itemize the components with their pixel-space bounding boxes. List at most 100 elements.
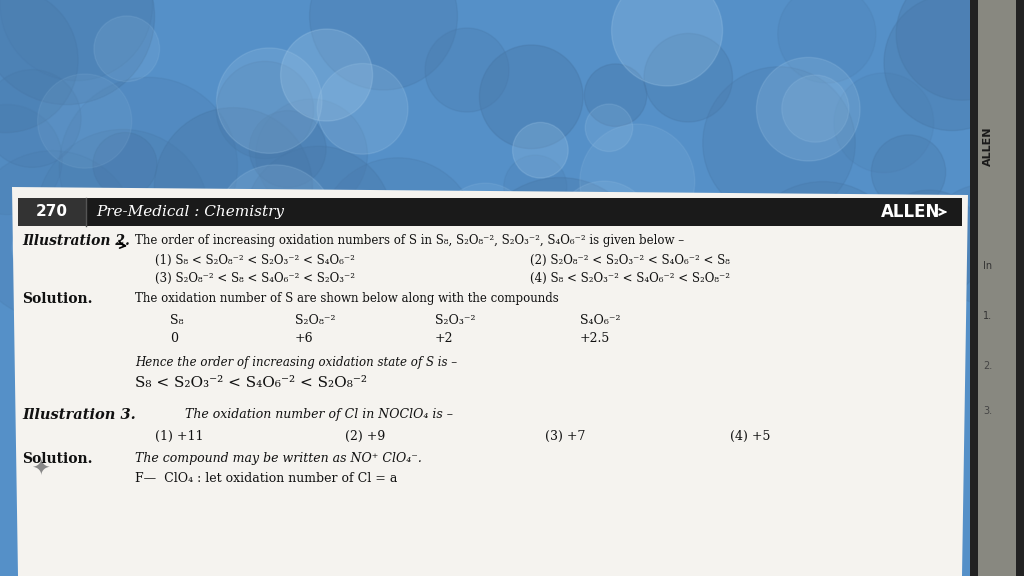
Circle shape: [216, 165, 335, 283]
Text: (3) S₂O₈⁻² < S₈ < S₄O₆⁻² < S₂O₃⁻²: (3) S₂O₈⁻² < S₈ < S₄O₆⁻² < S₂O₃⁻²: [155, 272, 355, 285]
Text: Pre-Medical : Chemistry: Pre-Medical : Chemistry: [96, 205, 284, 219]
Circle shape: [781, 75, 849, 142]
Circle shape: [556, 181, 652, 278]
Circle shape: [439, 183, 531, 275]
Circle shape: [884, 0, 1020, 131]
Text: S₂O₈⁻²: S₂O₈⁻²: [295, 314, 336, 327]
Circle shape: [585, 64, 647, 126]
Text: 0: 0: [170, 332, 178, 345]
Text: F—  ClO₄ : let oxidation number of Cl = a: F— ClO₄ : let oxidation number of Cl = a: [135, 472, 397, 485]
Text: Solution.: Solution.: [22, 292, 92, 306]
Circle shape: [541, 244, 673, 377]
Text: 3.: 3.: [983, 406, 992, 416]
Text: (1) +11: (1) +11: [155, 430, 204, 443]
Text: Illustration 2.: Illustration 2.: [22, 234, 130, 248]
Circle shape: [94, 16, 160, 82]
Circle shape: [479, 45, 583, 149]
Bar: [18, 198, 962, 226]
Circle shape: [318, 158, 478, 317]
Circle shape: [0, 0, 155, 105]
Circle shape: [476, 200, 524, 248]
Circle shape: [874, 190, 984, 300]
Text: ✦: ✦: [31, 460, 49, 480]
Circle shape: [586, 104, 633, 151]
Circle shape: [513, 123, 568, 178]
Circle shape: [12, 206, 96, 290]
Text: 270: 270: [36, 204, 68, 219]
Text: (3) +7: (3) +7: [545, 430, 586, 443]
Circle shape: [472, 177, 648, 354]
Text: The compound may be written as NO⁺ ClO₄⁻.: The compound may be written as NO⁺ ClO₄⁻…: [135, 452, 422, 465]
Circle shape: [702, 67, 855, 219]
Circle shape: [155, 108, 312, 266]
Text: The oxidation number of Cl in NOClO₄ is –: The oxidation number of Cl in NOClO₄ is …: [185, 408, 453, 421]
Circle shape: [811, 216, 893, 298]
Text: In: In: [983, 261, 992, 271]
Bar: [18, 198, 86, 226]
Text: +2: +2: [435, 332, 454, 345]
Circle shape: [778, 0, 876, 83]
Circle shape: [241, 223, 383, 365]
Text: Hence the order of increasing oxidation state of S is –: Hence the order of increasing oxidation …: [135, 356, 457, 369]
Circle shape: [256, 99, 368, 211]
Circle shape: [0, 70, 81, 168]
Text: +6: +6: [295, 332, 313, 345]
Circle shape: [0, 0, 153, 81]
Circle shape: [317, 63, 408, 154]
Text: (1) S₈ < S₂O₈⁻² < S₂O₃⁻² < S₄O₆⁻²: (1) S₈ < S₂O₈⁻² < S₂O₃⁻² < S₄O₆⁻²: [155, 254, 355, 267]
Text: The oxidation number of S are shown below along with the compounds: The oxidation number of S are shown belo…: [135, 292, 559, 305]
Polygon shape: [12, 187, 968, 576]
Circle shape: [249, 111, 326, 188]
Circle shape: [0, 0, 78, 132]
Text: ALLEN: ALLEN: [881, 203, 940, 221]
Circle shape: [896, 0, 1024, 100]
Circle shape: [225, 248, 358, 381]
Circle shape: [738, 251, 842, 353]
Text: (2) S₂O₈⁻² < S₂O₃⁻² < S₄O₆⁻² < S₈: (2) S₂O₈⁻² < S₂O₃⁻² < S₄O₆⁻² < S₈: [530, 254, 730, 267]
Text: ALLEN: ALLEN: [983, 126, 993, 166]
Circle shape: [216, 48, 322, 153]
Text: S₈: S₈: [170, 314, 183, 327]
Circle shape: [36, 130, 209, 302]
Bar: [978, 0, 1016, 576]
Circle shape: [579, 233, 674, 328]
Text: S₄O₆⁻²: S₄O₆⁻²: [580, 314, 621, 327]
Circle shape: [187, 253, 282, 348]
Text: (4) +5: (4) +5: [730, 430, 770, 443]
Circle shape: [569, 245, 623, 298]
Circle shape: [0, 151, 137, 320]
Circle shape: [542, 269, 590, 317]
Circle shape: [926, 184, 1024, 304]
Circle shape: [59, 77, 238, 256]
Circle shape: [644, 33, 732, 122]
Text: 2.: 2.: [983, 361, 992, 371]
Text: (2) +9: (2) +9: [345, 430, 385, 443]
Circle shape: [739, 181, 906, 348]
Text: +2.5: +2.5: [580, 332, 610, 345]
Text: 1.: 1.: [983, 311, 992, 321]
Circle shape: [38, 74, 132, 168]
Circle shape: [504, 155, 567, 218]
Circle shape: [580, 124, 694, 239]
Circle shape: [425, 28, 509, 112]
Circle shape: [243, 243, 335, 335]
Text: Illustration 3.: Illustration 3.: [22, 408, 136, 422]
Circle shape: [281, 29, 373, 121]
Text: The order of increasing oxidation numbers of S in S₈, S₂O₈⁻², S₂O₃⁻², S₄O₆⁻² is : The order of increasing oxidation number…: [135, 234, 684, 247]
Circle shape: [126, 242, 194, 309]
Circle shape: [611, 0, 723, 86]
Circle shape: [834, 73, 934, 173]
Circle shape: [0, 104, 62, 214]
Circle shape: [245, 146, 392, 294]
Bar: [970, 0, 1024, 576]
Circle shape: [216, 61, 313, 159]
Circle shape: [757, 58, 860, 161]
Text: Solution.: Solution.: [22, 452, 92, 466]
Text: S₈ < S₂O₃⁻² < S₄O₆⁻² < S₂O₈⁻²: S₈ < S₂O₃⁻² < S₄O₆⁻² < S₂O₈⁻²: [135, 376, 367, 390]
Circle shape: [93, 132, 157, 196]
Text: S₂O₃⁻²: S₂O₃⁻²: [435, 314, 475, 327]
Text: (4) S₈ < S₂O₃⁻² < S₄O₆⁻² < S₂O₈⁻²: (4) S₈ < S₂O₃⁻² < S₄O₆⁻² < S₂O₈⁻²: [530, 272, 730, 285]
Circle shape: [58, 229, 123, 295]
Circle shape: [871, 135, 946, 209]
Circle shape: [283, 206, 397, 320]
